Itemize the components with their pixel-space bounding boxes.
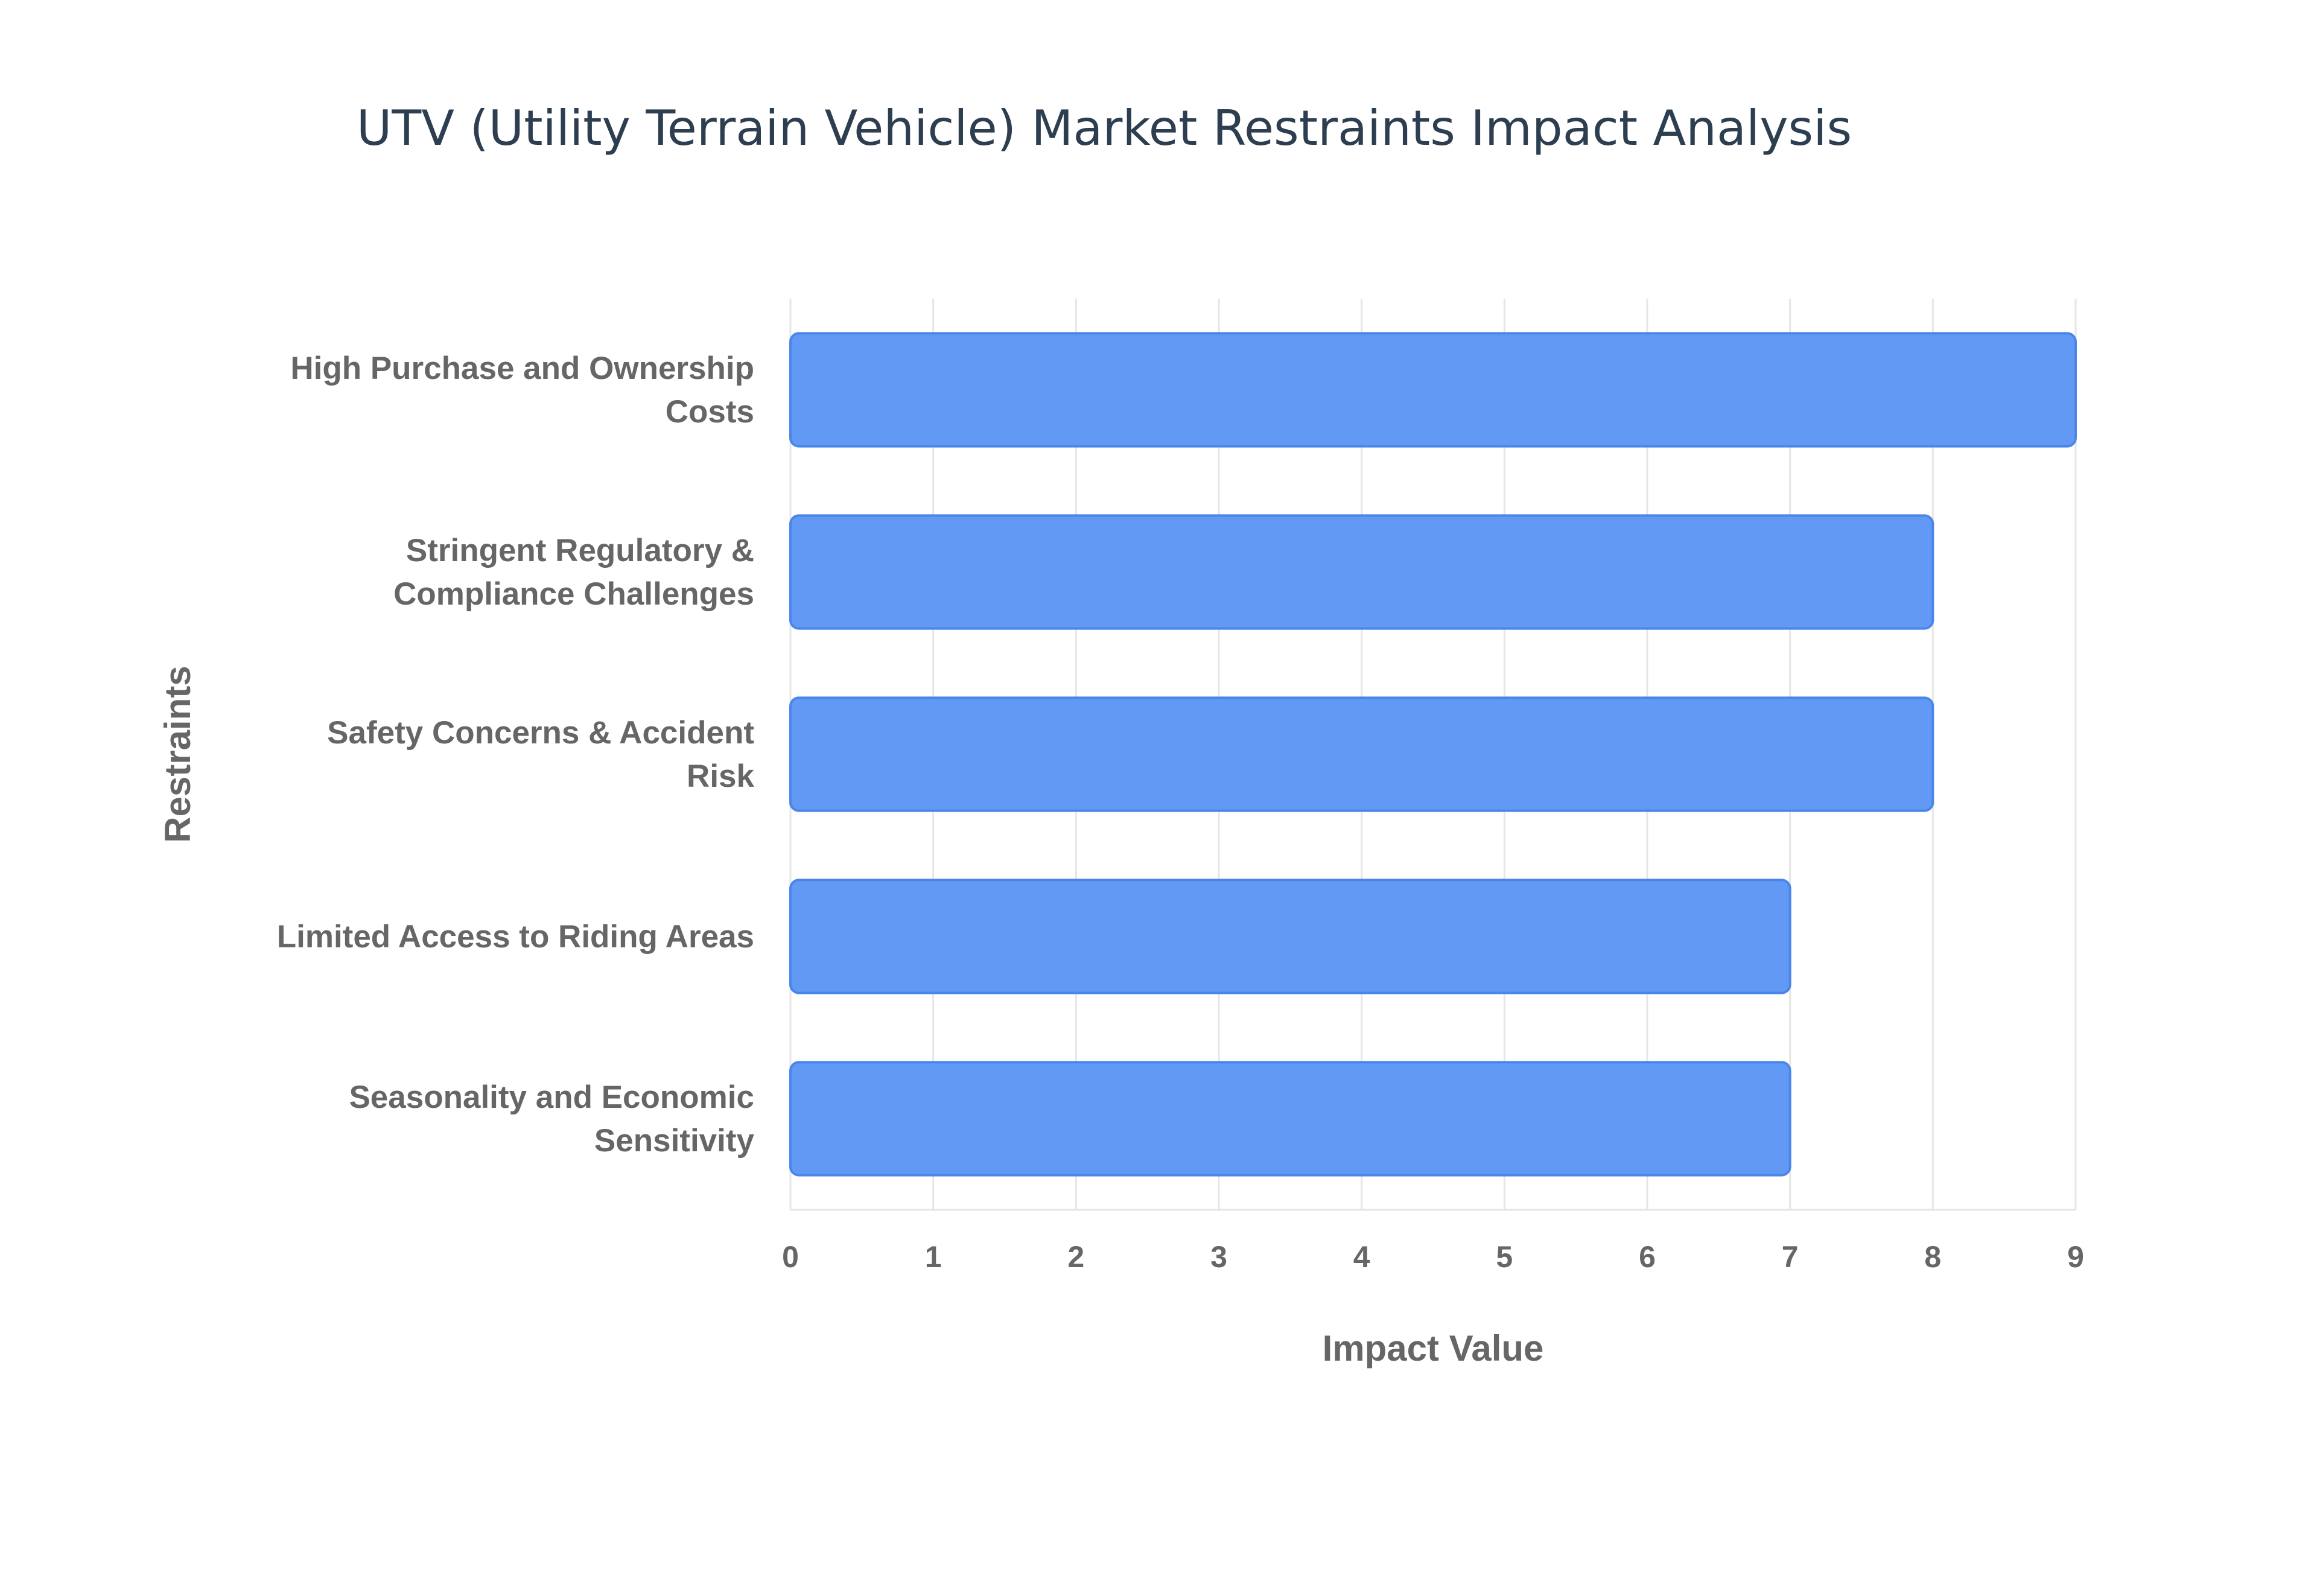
category-label-line: Sensitivity (594, 1123, 755, 1159)
bars (789, 332, 2077, 1177)
bar (789, 1061, 1791, 1177)
x-tick-label: 2 (1067, 1240, 1084, 1274)
bar (789, 879, 1791, 994)
bar (789, 514, 1934, 630)
x-tick-label: 1 (925, 1240, 942, 1274)
category-label-line: Seasonality and Economic (349, 1079, 754, 1115)
category-label: Seasonality and Economic Sensitivity (349, 1079, 754, 1159)
category-label: High Purchase and Ownership Costs (290, 351, 754, 430)
x-axis-title: Impact Value (1323, 1328, 1544, 1369)
x-tick-label: 7 (1782, 1240, 1799, 1274)
x-tick-labels: 0 1 2 3 4 5 6 7 8 9 (782, 1240, 2084, 1274)
category-label-line: Stringent Regulatory & (406, 533, 754, 568)
category-label-line: Compliance Challenges (393, 576, 754, 612)
category-label: Limited Access to Riding Areas (277, 919, 754, 955)
x-tick-label: 4 (1353, 1240, 1370, 1274)
category-label: Safety Concerns & Accident Risk (327, 715, 754, 794)
x-tick-label: 8 (1924, 1240, 1941, 1274)
x-tick-label: 9 (2067, 1240, 2084, 1274)
category-label-line: Costs (666, 394, 754, 430)
bar (789, 696, 1934, 812)
category-label-line: Risk (687, 758, 754, 794)
y-axis-title: Restraints (157, 666, 198, 842)
x-tick-label: 0 (782, 1240, 799, 1274)
x-tick-label: 6 (1639, 1240, 1656, 1274)
x-tick-label: 5 (1496, 1240, 1513, 1274)
bar (789, 332, 2077, 448)
chart-title: UTV (Utility Terrain Vehicle) Market Res… (357, 100, 1852, 156)
category-label: Stringent Regulatory & Compliance Challen… (393, 533, 754, 612)
category-label-line: Limited Access to Riding Areas (277, 919, 754, 955)
category-labels: High Purchase and Ownership Costs Stringen… (277, 351, 755, 1159)
x-tick-label: 3 (1210, 1240, 1227, 1274)
category-label-line: High Purchase and Ownership (290, 351, 754, 386)
category-label-line: Safety Concerns & Accident (327, 715, 754, 751)
